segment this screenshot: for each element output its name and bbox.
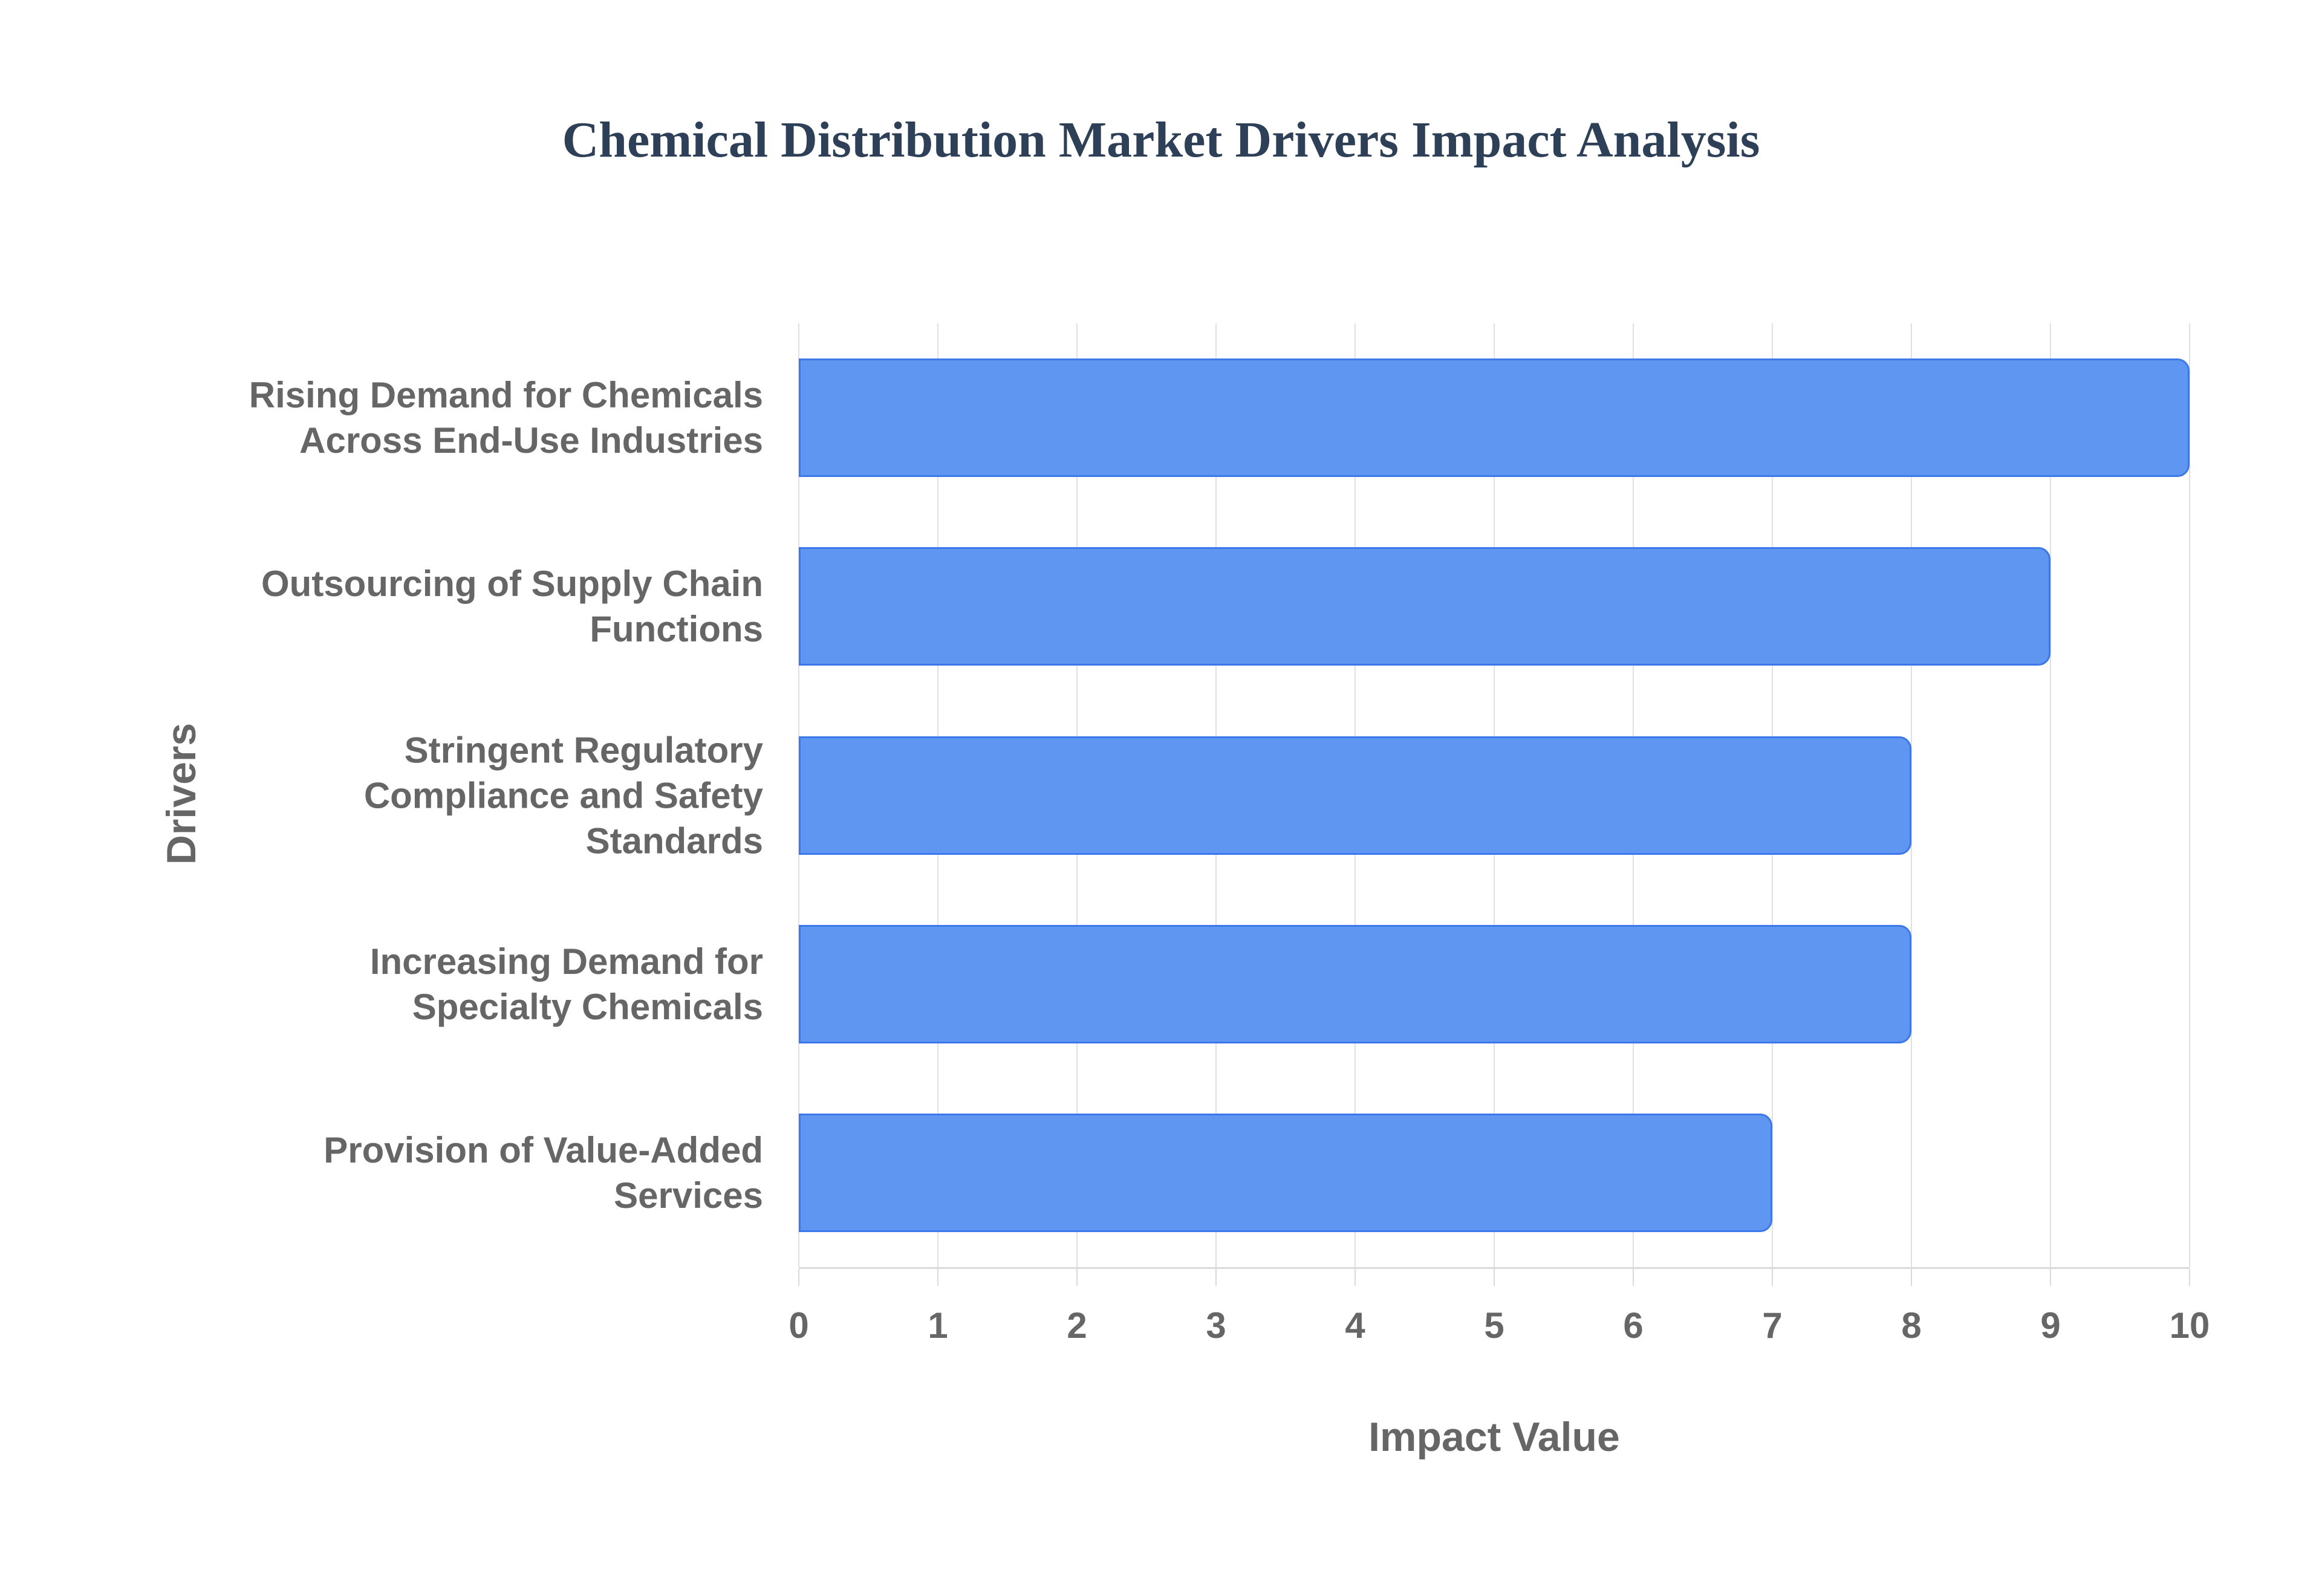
tick-mark-x-10 <box>2189 1269 2190 1286</box>
gridline-x-10 <box>2189 323 2190 1267</box>
x-tick-label: 7 <box>1762 1305 1783 1346</box>
x-tick-label: 8 <box>1901 1305 1922 1346</box>
tick-mark-x-5 <box>1494 1269 1495 1286</box>
bar-0 <box>799 358 2190 477</box>
category-label-2: Stringent Regulatory Compliance and Safet… <box>363 730 763 861</box>
tick-mark-x-8 <box>1911 1269 1912 1286</box>
x-axis-line <box>799 1267 2190 1269</box>
bar-4 <box>799 1114 1772 1232</box>
bar-2 <box>799 736 1911 855</box>
y-axis-title: Drivers <box>158 722 204 865</box>
tick-mark-x-3 <box>1215 1269 1217 1286</box>
tick-mark-x-4 <box>1354 1269 1356 1286</box>
tick-mark-x-1 <box>937 1269 938 1286</box>
tick-mark-x-7 <box>1772 1269 1773 1286</box>
category-label-0: Rising Demand for Chemicals Across End-Us… <box>249 375 763 461</box>
x-tick-label: 5 <box>1484 1305 1504 1346</box>
x-tick-label: 0 <box>789 1305 809 1346</box>
x-tick-label: 4 <box>1345 1305 1365 1346</box>
x-tick-label: 6 <box>1623 1305 1644 1346</box>
bar-1 <box>799 547 2050 666</box>
x-tick-label: 1 <box>928 1305 948 1346</box>
tick-mark-x-9 <box>2050 1269 2051 1286</box>
x-tick-label: 9 <box>2040 1305 2061 1346</box>
x-tick-label: 10 <box>2169 1305 2210 1346</box>
x-axis-title: Impact Value <box>1368 1414 1620 1460</box>
chart-title: Chemical Distribution Market Drivers Imp… <box>562 112 1760 168</box>
category-label-4: Provision of Value-Added Services <box>324 1130 763 1216</box>
category-label-1: Outsourcing of Supply Chain Functions <box>261 563 763 649</box>
tick-mark-x-2 <box>1076 1269 1078 1286</box>
x-tick-label: 3 <box>1206 1305 1226 1346</box>
x-tick-label: 2 <box>1067 1305 1087 1346</box>
plot-area: 0 1 2 3 4 5 6 7 8 9 10 Rising Demand for Chemicals A… <box>249 323 2210 1346</box>
category-label-3: Increasing Demand for Specialty Chemicals <box>369 941 763 1027</box>
bar-3 <box>799 925 1911 1043</box>
tick-mark-x-0 <box>798 1269 799 1286</box>
tick-mark-x-6 <box>1633 1269 1634 1286</box>
gridline-x-8 <box>1911 323 1912 1267</box>
gridline-x-9 <box>2050 323 2051 1267</box>
